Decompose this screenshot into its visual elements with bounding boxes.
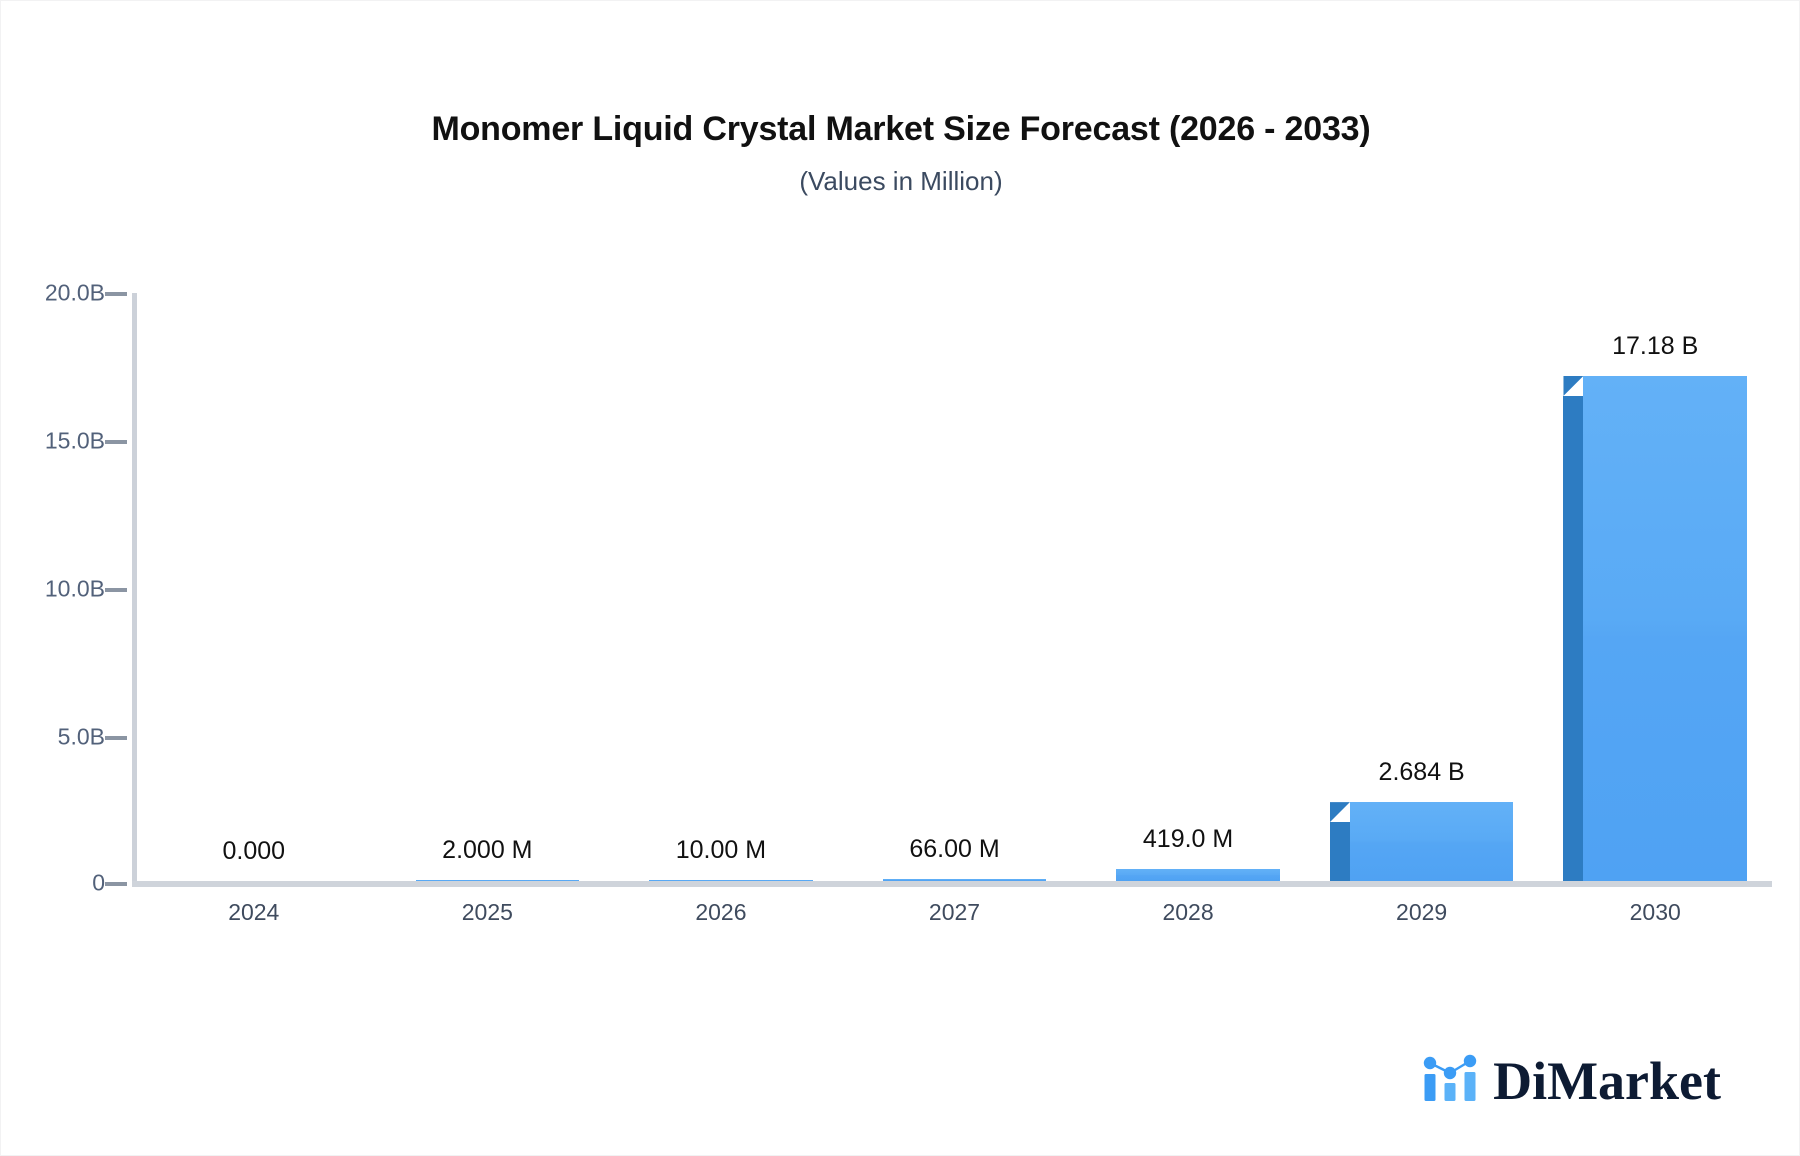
bar-value-label-2025: 2.000 M: [442, 836, 533, 864]
y-axis-tick-label: 0: [92, 869, 105, 896]
title-block: Monomer Liquid Crystal Market Size Forec…: [1, 109, 1799, 197]
x-axis-label-2025: 2025: [461, 899, 513, 925]
y-axis-tick: [105, 588, 127, 592]
bar-value-label-2026: 10.00 M: [675, 836, 767, 864]
bar-2027[interactable]: [882, 879, 1047, 881]
bar-front-face: [415, 880, 580, 881]
y-axis-line: [132, 293, 137, 885]
bar-value-label-2027: 66.00 M: [909, 835, 1000, 864]
x-axis-line: [132, 881, 1772, 887]
x-axis-label-2028: 2028: [1162, 899, 1214, 925]
bar-value-label-2029: 2.684 B: [1378, 758, 1465, 787]
x-axis-label-2030: 2030: [1629, 899, 1681, 925]
y-axis-tick: [105, 736, 127, 740]
x-axis-label-2027: 2027: [928, 899, 981, 925]
bar-front-face: [1583, 375, 1747, 881]
bar-side-face: [1329, 822, 1350, 881]
y-axis-tick: [105, 882, 127, 886]
bar-2026[interactable]: [649, 880, 813, 881]
bar-value-label-2024: 0.000: [222, 837, 286, 865]
bar-chart-dots-icon: [1421, 1052, 1479, 1109]
bar-value-label-2028: 419.0 M: [1142, 824, 1234, 853]
page-title: Monomer Liquid Crystal Market Size Forec…: [431, 110, 1371, 148]
x-axis-label-2029: 2029: [1396, 899, 1448, 925]
y-axis-tick-label: 20.0B: [44, 279, 105, 306]
y-axis-tick-label: 15.0B: [44, 427, 105, 454]
bar-front-face: [1349, 802, 1514, 881]
dimarket-logo: DiMarket: [1421, 1052, 1721, 1109]
bar-2029[interactable]: [1329, 802, 1514, 881]
y-axis-tick-label: 10.0B: [44, 575, 105, 602]
bar-2030[interactable]: [1563, 375, 1747, 881]
bar-front-face: [882, 879, 1047, 881]
chart-subtitle: (Values in Million): [799, 165, 1003, 196]
y-axis-tick: [105, 292, 127, 296]
bar-2028[interactable]: [1116, 868, 1280, 881]
bar-2025[interactable]: [415, 880, 580, 881]
x-axis-label-2026: 2026: [695, 899, 747, 925]
bar-front-face: [1116, 868, 1280, 881]
x-axis-label-2024: 2024: [228, 899, 280, 925]
bar-side-face: [1563, 395, 1584, 881]
bar-value-label-2030: 17.18 B: [1612, 331, 1699, 360]
y-axis-tick-label: 5.0B: [57, 723, 105, 750]
bar-front-face: [649, 880, 813, 881]
logo-wordmark: DiMarket: [1493, 1050, 1721, 1111]
y-axis-tick: [105, 440, 127, 444]
